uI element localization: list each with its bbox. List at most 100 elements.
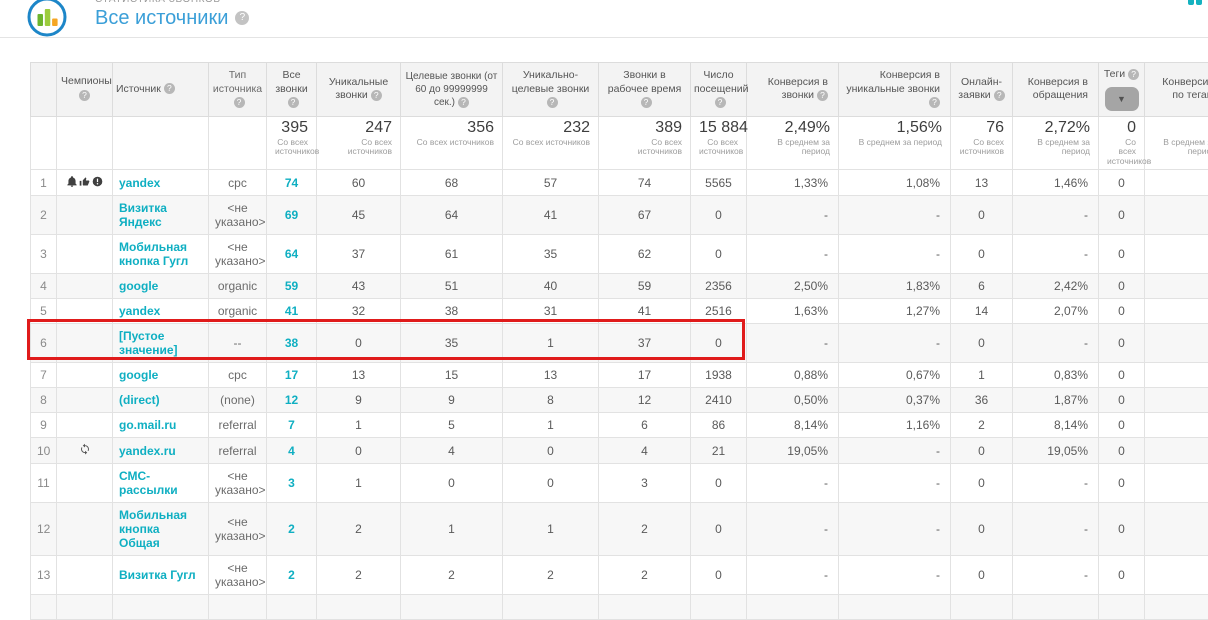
cell-conv_unique_calls: 1,83% xyxy=(839,273,951,298)
empty-cell xyxy=(747,595,839,620)
cell-visits: 0 xyxy=(691,195,747,234)
cell-conv_tags: - xyxy=(1145,503,1208,556)
column-header-conv_tags[interactable]: Конверсия по тегам xyxy=(1145,63,1208,117)
help-icon[interactable]: ? xyxy=(641,97,652,108)
source-link[interactable]: Визитка Гугл xyxy=(119,568,196,582)
source-link[interactable]: Мобильная кнопка Общая xyxy=(119,508,187,550)
total-sublabel: Со всех источников xyxy=(409,138,494,148)
column-header-work_time_calls[interactable]: Звонки в рабочее время? xyxy=(599,63,691,117)
column-header-conv_unique_calls[interactable]: Конверсия в уникальные звонки? xyxy=(839,63,951,117)
all-calls-link[interactable]: 4 xyxy=(288,444,295,458)
source-link[interactable]: (direct) xyxy=(119,393,160,407)
source-type: <не указано> xyxy=(209,234,267,273)
tags-filter-button[interactable]: ▼ xyxy=(1105,87,1139,111)
total-sublabel: Со всех источников xyxy=(699,138,738,157)
source-cell: google xyxy=(113,273,209,298)
cell-visits: 21 xyxy=(691,437,747,463)
cell-conv_calls: - xyxy=(747,464,839,503)
column-header-online_leads[interactable]: Онлайн-заявки? xyxy=(951,63,1013,117)
cell-target_calls: 2 xyxy=(401,556,503,595)
cell-target_calls: 35 xyxy=(401,323,503,362)
help-icon[interactable]: ? xyxy=(547,97,558,108)
help-icon[interactable]: ? xyxy=(79,90,90,101)
all-calls-link[interactable]: 74 xyxy=(285,176,298,190)
cell-conv_appeals: - xyxy=(1013,323,1099,362)
all-calls-link[interactable]: 38 xyxy=(285,336,298,350)
page-title: Все источники xyxy=(95,7,228,29)
column-header-visits[interactable]: Число посещений? xyxy=(691,63,747,117)
column-header-champions[interactable]: Чемпионы? xyxy=(57,63,113,117)
column-header-conv_calls[interactable]: Конверсия в звонки? xyxy=(747,63,839,117)
cell-conv_tags: - xyxy=(1145,323,1208,362)
cell-conv_appeals: - xyxy=(1013,234,1099,273)
source-link[interactable]: google xyxy=(119,368,158,382)
empty-cell xyxy=(267,595,317,620)
cell-unique_target_calls: 35 xyxy=(503,234,599,273)
source-cell: google xyxy=(113,362,209,387)
cell-work_time_calls: 12 xyxy=(599,387,691,412)
cell-conv_calls: 8,14% xyxy=(747,412,839,437)
cell-work_time_calls: 4 xyxy=(599,437,691,463)
cell-visits: 0 xyxy=(691,503,747,556)
all-calls-link[interactable]: 41 xyxy=(285,304,298,318)
cell-unique_target_calls: 8 xyxy=(503,387,599,412)
cell-conv_appeals: - xyxy=(1013,503,1099,556)
totals-empty-cell xyxy=(209,116,267,170)
help-icon[interactable]: ? xyxy=(1128,69,1139,80)
help-icon[interactable]: ? xyxy=(234,97,245,108)
source-link[interactable]: yandex xyxy=(119,304,160,318)
total-conv_unique_calls: 1,56%В среднем за период xyxy=(839,116,951,170)
help-icon[interactable]: ? xyxy=(164,83,175,94)
champions-cell xyxy=(57,234,113,273)
all-calls-link[interactable]: 12 xyxy=(285,393,298,407)
column-header-tags[interactable]: Теги?▼ xyxy=(1099,63,1145,117)
cell-tags: 0 xyxy=(1099,195,1145,234)
help-icon[interactable]: ? xyxy=(994,90,1005,101)
source-type: organic xyxy=(209,273,267,298)
cell-unique_target_calls: 31 xyxy=(503,298,599,323)
column-header-source[interactable]: Источник? xyxy=(113,63,209,117)
source-link[interactable]: yandex xyxy=(119,176,160,190)
corner-settings-icon[interactable] xyxy=(1188,0,1202,5)
column-header-all_calls[interactable]: Все звонки? xyxy=(267,63,317,117)
column-header-conv_appeals[interactable]: Конверсия в обращения xyxy=(1013,63,1099,117)
source-link[interactable]: [Пустое значение] xyxy=(119,329,178,357)
column-header-unique_target_calls[interactable]: Уникально-целевые звонки? xyxy=(503,63,599,117)
column-header-target_calls[interactable]: Целевые звонки (от 60 до 99999999 сек.)? xyxy=(401,63,503,117)
source-link[interactable]: go.mail.ru xyxy=(119,418,176,432)
help-icon[interactable]: ? xyxy=(929,97,940,108)
title-help-icon[interactable]: ? xyxy=(235,11,249,25)
help-icon[interactable]: ? xyxy=(288,97,299,108)
all-calls-link[interactable]: 59 xyxy=(285,279,298,293)
all-calls-link[interactable]: 2 xyxy=(288,522,295,536)
source-link[interactable]: СМС-рассылки xyxy=(119,469,178,497)
all-calls-link[interactable]: 17 xyxy=(285,368,298,382)
all-calls-link[interactable]: 69 xyxy=(285,208,298,222)
all-calls-link[interactable]: 3 xyxy=(288,476,295,490)
cell-unique_target_calls: 1 xyxy=(503,503,599,556)
cell-tags: 0 xyxy=(1099,362,1145,387)
column-label: Число посещений xyxy=(694,69,749,95)
help-icon[interactable]: ? xyxy=(371,90,382,101)
all-calls-link[interactable]: 64 xyxy=(285,247,298,261)
column-header-type[interactable]: Тип источника? xyxy=(209,63,267,117)
source-link[interactable]: google xyxy=(119,279,158,293)
column-header-unique_calls[interactable]: Уникальные звонки? xyxy=(317,63,401,117)
bell-icon xyxy=(67,176,77,190)
source-link[interactable]: yandex.ru xyxy=(119,444,176,458)
all-calls-link[interactable]: 7 xyxy=(288,418,295,432)
source-link[interactable]: Визитка Яндекс xyxy=(119,201,167,229)
help-icon[interactable]: ? xyxy=(715,97,726,108)
source-link[interactable]: Мобильная кнопка Гугл xyxy=(119,240,188,268)
cell-conv_calls: - xyxy=(747,234,839,273)
help-icon[interactable]: ? xyxy=(458,97,469,108)
help-icon[interactable]: ? xyxy=(817,90,828,101)
cell-unique_calls: 2 xyxy=(317,503,401,556)
total-value: 15 884 xyxy=(699,119,738,137)
cell-conv_appeals: 2,42% xyxy=(1013,273,1099,298)
all-calls-link[interactable]: 2 xyxy=(288,568,295,582)
